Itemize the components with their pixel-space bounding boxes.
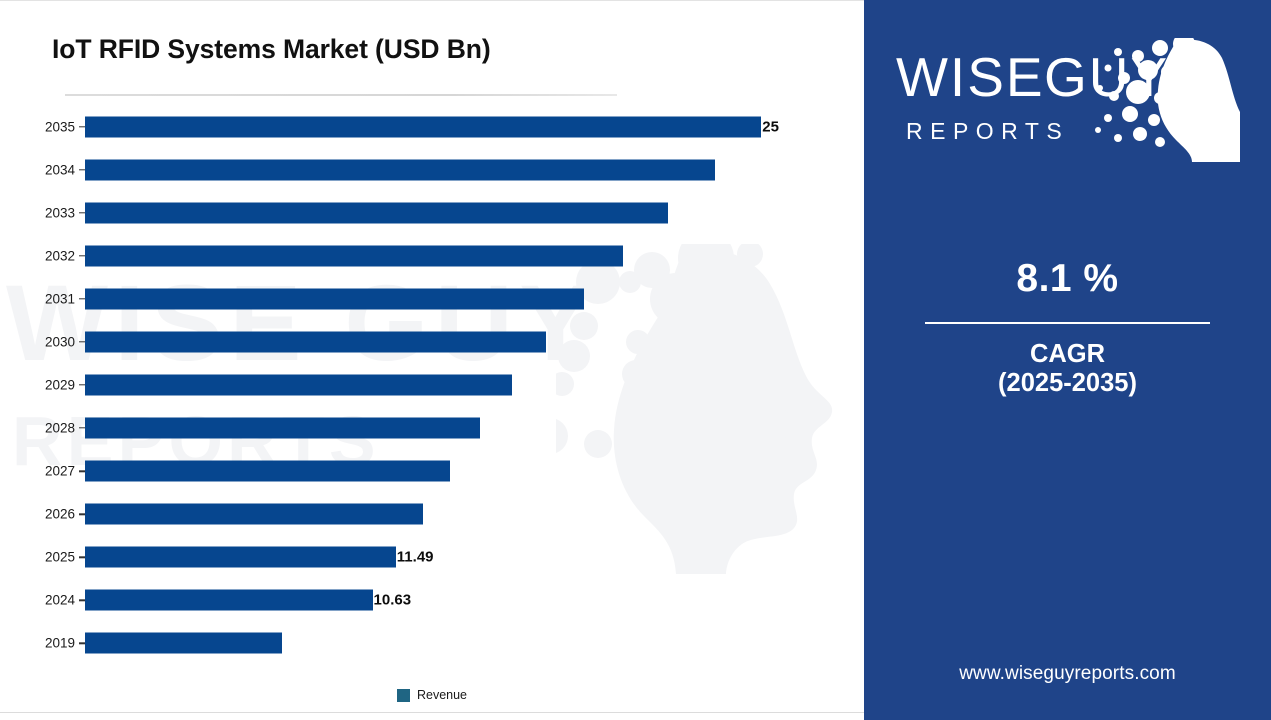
bar-revenue[interactable] [85,116,762,138]
bar-row: 2034 [0,148,864,191]
bar-revenue[interactable] [85,460,451,482]
logo-word-wise: WISE [896,46,1045,108]
bar-row: 2035 25 [0,105,864,148]
cagr-divider [925,321,1210,324]
y-axis-tick-mark [79,298,85,300]
title-divider [65,94,617,96]
bar-row: 2029 [0,363,864,406]
y-axis-tick-mark [79,470,85,472]
cagr-caption-primary: CAGR [1029,339,1106,368]
y-axis-tick-mark [79,384,85,386]
brand-panel: WISE GUY REPORTS [864,0,1271,720]
y-axis-tick-label: 2029 [44,377,75,393]
bar-revenue[interactable] [85,546,396,568]
y-axis-tick-mark [79,427,85,429]
bar-value-label: 25 [762,118,779,136]
y-axis-tick-label: 2026 [44,506,75,522]
logo-word-reports: REPORTS [906,118,1069,144]
bar-revenue[interactable] [85,417,480,439]
y-axis-tick-label: 2032 [44,248,75,264]
y-axis-tick-label: 2019 [44,635,75,651]
bar-revenue[interactable] [85,374,513,396]
bar-revenue[interactable] [85,159,716,181]
bar-row: 2028 [0,407,864,450]
y-axis-tick-label: 2030 [44,334,75,350]
cagr-caption-period: (2025-2035) [998,369,1137,398]
bar-row: 2030 [0,320,864,363]
bar-revenue[interactable] [85,632,283,654]
bar-value-label: 11.49 [396,548,434,566]
y-axis-tick-label: 2035 [44,119,75,135]
y-axis-tick-mark [79,341,85,343]
y-axis-tick-label: 2024 [44,592,75,608]
chart-legend: Revenue [0,688,864,702]
wiseguyreports-logo: WISE GUY REPORTS [896,38,1240,163]
y-axis-tick-mark [79,556,85,558]
y-axis-tick-mark [79,599,85,602]
y-axis-tick-mark [79,125,85,128]
bar-value-label: 10.63 [373,591,412,609]
bar-revenue[interactable] [85,331,547,353]
chart-panel: WISE GUY REPORTS [0,0,864,713]
y-axis-tick-label: 2028 [44,420,75,436]
bar-revenue[interactable] [85,245,624,267]
y-axis-tick-label: 2033 [44,205,75,221]
bar-revenue[interactable] [85,288,585,310]
page-title: IoT RFID Systems Market (USD Bn) [52,34,491,64]
website-link[interactable]: www.wiseguyreports.com [959,663,1176,684]
logo-head-icon [1095,38,1240,163]
bar-revenue[interactable] [85,503,424,525]
y-axis-tick-mark [79,211,85,214]
y-axis-tick-label: 2031 [44,291,75,307]
legend-label: Revenue [416,688,468,702]
y-axis-tick-mark [79,168,85,171]
y-axis-tick-label: 2034 [44,162,75,178]
y-axis-tick-label: 2027 [44,463,75,479]
legend-swatch-icon [396,688,410,702]
cagr-value: 8.1 % [1016,257,1119,300]
y-axis-tick-mark [79,642,85,645]
y-axis-tick-mark [79,255,85,257]
bar-row: 2027 [0,450,864,493]
bar-row: 2019 [0,622,864,665]
bar-row: 2024 10.63 [0,579,864,622]
bar-row: 2025 11.49 [0,536,864,579]
y-axis-tick-label: 2025 [44,549,75,565]
bar-row: 2032 [0,234,864,277]
bar-chart-plot: 2035 25 2034 2033 2032 2031 2030 2029 2028 2027 20… [0,105,864,665]
cagr-block: 8.1 % CAGR (2025-2035) [864,257,1271,399]
bar-row: 2031 [0,277,864,320]
bar-row: 2033 [0,191,864,234]
bar-revenue[interactable] [85,589,373,611]
y-axis-tick-mark [79,513,85,515]
bar-revenue[interactable] [85,202,668,224]
bar-row: 2026 [0,493,864,536]
